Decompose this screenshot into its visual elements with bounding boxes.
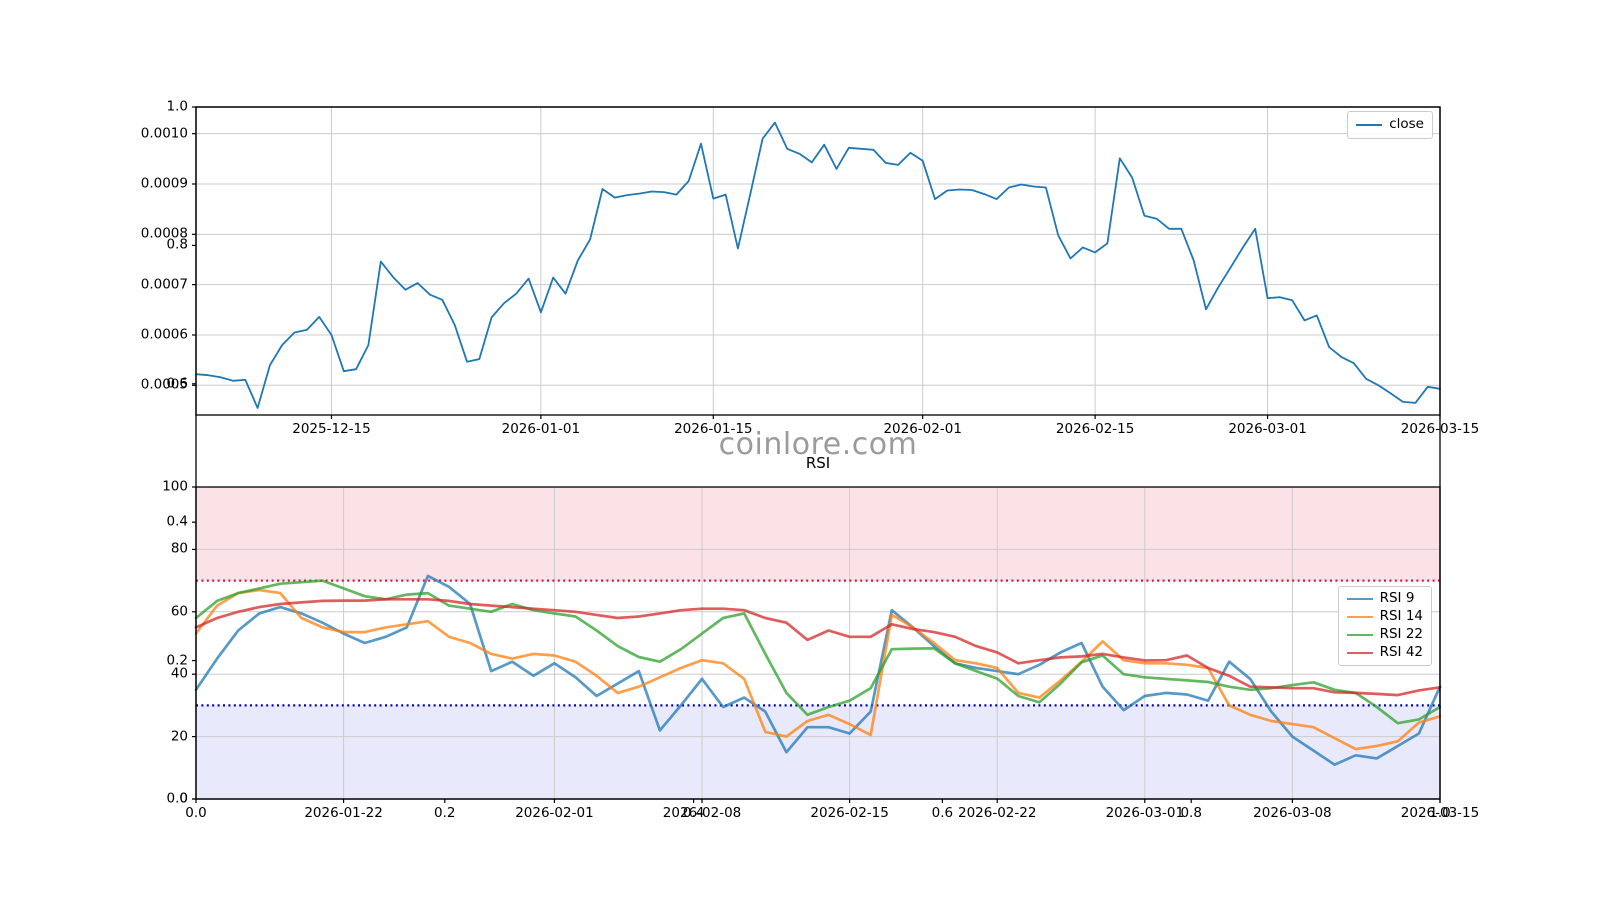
- rsi-y-tick-label: 100: [162, 478, 188, 495]
- legend-row-rsi42: RSI 42: [1346, 644, 1423, 661]
- hidden-x-tick-label: 1.0: [1429, 805, 1451, 821]
- hidden-y-tick-label: 0.0: [166, 790, 188, 807]
- rsi9-line: [194, 574, 1442, 767]
- rsi-y-tick-label: 20: [170, 727, 188, 744]
- top-y-tick-label: 0.0006: [140, 326, 188, 343]
- hidden-y-tick-label: 0.8: [166, 236, 188, 253]
- rsi22-line-swatch: [1346, 634, 1373, 636]
- rsi22-line: [194, 579, 1442, 725]
- rsi14-line-swatch: [1346, 616, 1373, 618]
- hidden-y-tick-label: 1.0: [166, 98, 188, 115]
- legend-row-rsi22: RSI 22: [1346, 626, 1423, 643]
- close-line: [195, 121, 1441, 409]
- legend-label-close: close: [1389, 116, 1424, 133]
- rsi9-line-swatch: [1346, 598, 1373, 600]
- hidden-x-tick-label: 0.6: [931, 805, 954, 821]
- rsi42-line-swatch: [1346, 652, 1373, 654]
- hidden-y-tick-label: 0.2: [166, 651, 188, 668]
- rsi-x-tick-label: 2026-02-08: [662, 805, 742, 821]
- close-line-swatch: [1356, 124, 1383, 126]
- hidden-x-tick-label: 0.4: [682, 805, 705, 821]
- bottom-axes-border: [195, 486, 1441, 800]
- top-x-tick-label: 2026-03-01: [1228, 421, 1307, 437]
- rsi-x-tick-label: 2026-03-15: [1400, 805, 1480, 821]
- rsi-x-tick-label: 2026-01-22: [304, 805, 383, 821]
- hidden-x-tick-label: 0.0: [185, 805, 207, 821]
- top-y-tick-label: 0.0008: [140, 225, 188, 242]
- legend-label-rsi22: RSI 22: [1379, 626, 1423, 643]
- rsi-x-tick-label: 2026-03-08: [1253, 805, 1332, 821]
- top-y-tick-label: 0.0009: [140, 175, 188, 192]
- top-x-tick-label: 2026-02-15: [1055, 421, 1135, 437]
- legend-rsi: RSI 9 RSI 14 RSI 22 RSI 42: [1337, 586, 1432, 666]
- legend-label-rsi9: RSI 9: [1379, 590, 1415, 607]
- hidden-y-tick-label: 0.4: [166, 513, 188, 530]
- top-x-tick-label: 2026-01-15: [674, 421, 753, 437]
- legend-label-rsi14: RSI 14: [1379, 608, 1423, 625]
- watermark: coinlore.com: [718, 427, 918, 462]
- rsi-x-tick-label: 2026-02-01: [515, 805, 594, 821]
- hidden-y-tick-label: 0.6: [166, 375, 188, 392]
- rsi-x-tick-label: 2026-02-15: [810, 805, 889, 821]
- rsi-y-tick-label: 40: [170, 665, 188, 682]
- top-axes-border: [195, 106, 1441, 416]
- legend-close: close: [1347, 111, 1433, 139]
- overbought-band: [196, 487, 1440, 581]
- rsi-y-tick-label: 0: [179, 790, 188, 807]
- top-y-tick-label: 0.0007: [140, 275, 188, 292]
- rsi-y-tick-label: 60: [170, 603, 188, 620]
- oversold-band: [196, 705, 1440, 799]
- rsi14-line: [194, 588, 1442, 751]
- top-y-tick-label: 0.0010: [140, 124, 188, 141]
- top-y-tick-label: 0.0005: [140, 376, 188, 393]
- legend-row-rsi9: RSI 9: [1346, 590, 1423, 607]
- hidden-x-tick-label: 0.8: [1180, 805, 1202, 821]
- legend-label-rsi42: RSI 42: [1379, 644, 1423, 661]
- top-x-tick-label: 2026-03-15: [1400, 421, 1480, 437]
- hidden-x-tick-label: 0.2: [434, 805, 456, 821]
- top-x-tick-label: 2026-01-01: [501, 421, 581, 437]
- rsi-x-tick-label: 2026-03-01: [1105, 805, 1185, 821]
- rsi-x-tick-label: 2026-02-22: [957, 805, 1037, 821]
- rsi-y-tick-label: 80: [170, 540, 188, 557]
- legend-row-rsi14: RSI 14: [1346, 608, 1423, 625]
- rsi-chart-title: RSI: [805, 454, 831, 472]
- rsi42-line: [194, 597, 1442, 697]
- top-x-tick-label: 2025-12-15: [292, 421, 371, 437]
- top-x-tick-label: 2026-02-01: [883, 421, 962, 437]
